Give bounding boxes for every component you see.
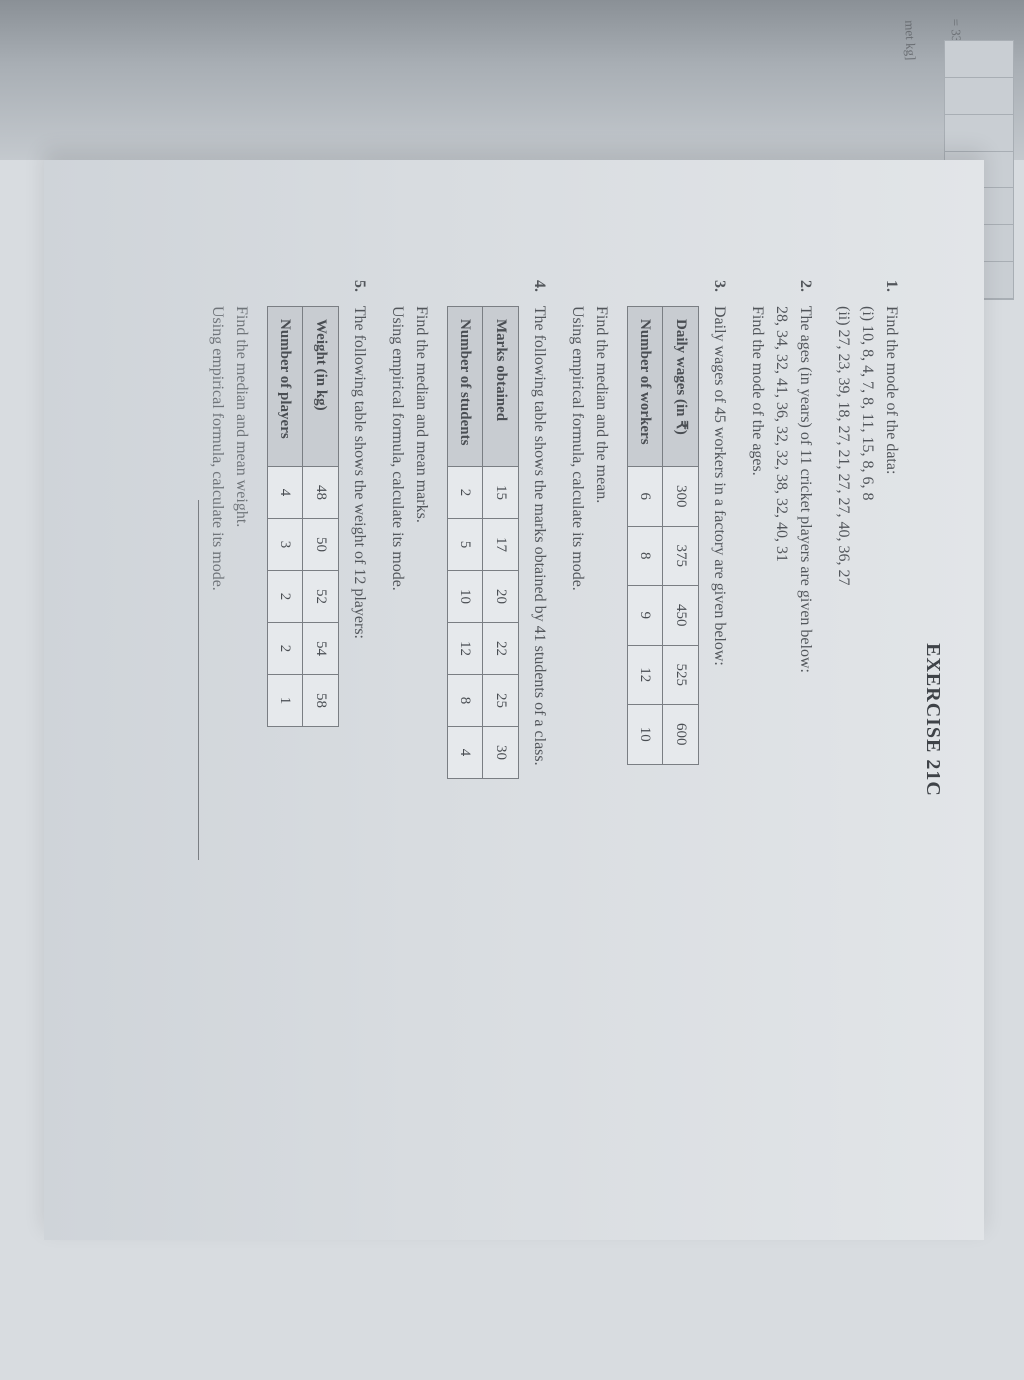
q5-row1-label: Weight (in kg) xyxy=(303,307,339,467)
q4-prompt: The following table shows the marks obta… xyxy=(531,306,548,766)
table-cell: 52 xyxy=(303,571,339,623)
table-cell: 300 xyxy=(663,467,699,527)
table-row: Number of players 4 3 2 2 1 xyxy=(268,307,304,727)
q3-row2-label: Number of workers xyxy=(628,307,664,467)
table-cell: 375 xyxy=(663,526,699,586)
table-cell: 17 xyxy=(483,519,519,571)
table-cell: 1 xyxy=(268,675,304,727)
q1-sub-i: (i) 10, 8, 4, 7, 8, 11, 15, 8, 6, 8 xyxy=(855,306,879,1160)
q4-row1-label: Marks obtained xyxy=(483,307,519,467)
table-row: Marks obtained 15 17 20 22 25 30 xyxy=(483,307,519,779)
table-cell: 8 xyxy=(628,526,664,586)
table-row: Number of workers 6 8 9 12 10 xyxy=(628,307,664,765)
table-cell: 58 xyxy=(303,675,339,727)
q4-number: 4. xyxy=(527,280,551,302)
question-2: 2. The ages (in years) of 11 cricket pla… xyxy=(745,280,817,1160)
table-cell: 4 xyxy=(448,727,484,779)
table-cell: 8 xyxy=(448,675,484,727)
q5-number: 5. xyxy=(347,280,371,302)
margin-note-2: met kg] xyxy=(901,20,918,61)
q5-row2-label: Number of players xyxy=(268,307,304,467)
table-cell: 50 xyxy=(303,519,339,571)
table-row: Daily wages (in ₹) 300 375 450 525 600 xyxy=(663,307,699,765)
table-cell: 48 xyxy=(303,467,339,519)
q4-instr-2: Using empirical formula, calculate its m… xyxy=(385,306,409,1160)
table-cell: 4 xyxy=(268,467,304,519)
page-wrap: = 332 met kg] EXERCISE 21C 1. Find the m… xyxy=(0,0,1024,1380)
q4-instr-1: Find the median and mean marks. xyxy=(409,306,433,1160)
table-cell: 20 xyxy=(483,571,519,623)
table-cell: 2 xyxy=(268,571,304,623)
table-cell: 25 xyxy=(483,675,519,727)
q2-data-line: 28, 34, 32, 41, 36, 32, 32, 38, 32, 40, … xyxy=(769,306,793,1160)
table-cell: 450 xyxy=(663,586,699,646)
q2-instruction: Find the mode of the ages. xyxy=(745,306,769,1160)
table-row: Weight (in kg) 48 50 52 54 58 xyxy=(303,307,339,727)
q1-number: 1. xyxy=(879,280,903,302)
table-cell: 10 xyxy=(628,705,664,765)
q2-number: 2. xyxy=(793,280,817,302)
table-cell: 12 xyxy=(448,623,484,675)
q5-table: Weight (in kg) 48 50 52 54 58 Number of … xyxy=(267,306,339,727)
table-cell: 600 xyxy=(663,705,699,765)
exercise-title: EXERCISE 21C xyxy=(921,280,944,1160)
table-cell: 9 xyxy=(628,586,664,646)
table-cell: 15 xyxy=(483,467,519,519)
q3-instr-1: Find the median and the mean. xyxy=(589,306,613,1160)
table-cell: 54 xyxy=(303,623,339,675)
table-cell: 2 xyxy=(268,623,304,675)
table-cell: 10 xyxy=(448,571,484,623)
table-cell: 30 xyxy=(483,727,519,779)
q3-instr-2: Using empirical formula, calculate its m… xyxy=(565,306,589,1160)
table-cell: 3 xyxy=(268,519,304,571)
book-spine-shadow: = 332 met kg] xyxy=(0,0,1024,160)
question-4: 4. The following table shows the marks o… xyxy=(385,280,551,1160)
question-1: 1. Find the mode of the data: (i) 10, 8,… xyxy=(831,280,903,1160)
q5-instr-1: Find the median and mean weight. xyxy=(229,306,253,1160)
q3-number: 3. xyxy=(707,280,731,302)
q2-prompt: The ages (in years) of 11 cricket player… xyxy=(797,306,814,673)
table-cell: 12 xyxy=(628,645,664,705)
table-cell: 2 xyxy=(448,467,484,519)
q5-prompt: The following table shows the weight of … xyxy=(351,306,368,639)
table-cell: 22 xyxy=(483,623,519,675)
table-cell: 5 xyxy=(448,519,484,571)
question-3: 3. Daily wages of 45 workers in a factor… xyxy=(565,280,731,1160)
table-row: Number of students 2 5 10 12 8 4 xyxy=(448,307,484,779)
section-divider xyxy=(198,500,199,860)
table-cell: 525 xyxy=(663,645,699,705)
q3-table: Daily wages (in ₹) 300 375 450 525 600 N… xyxy=(627,306,699,765)
q3-prompt: Daily wages of 45 workers in a factory a… xyxy=(711,306,728,666)
question-5: 5. The following table shows the weight … xyxy=(198,280,371,1160)
q3-row1-label: Daily wages (in ₹) xyxy=(663,307,699,467)
q4-table: Marks obtained 15 17 20 22 25 30 Number … xyxy=(447,306,519,779)
textbook-page: EXERCISE 21C 1. Find the mode of the dat… xyxy=(44,160,984,1240)
q4-row2-label: Number of students xyxy=(448,307,484,467)
page-content: EXERCISE 21C 1. Find the mode of the dat… xyxy=(198,280,944,1160)
q1-prompt: Find the mode of the data: xyxy=(883,306,900,474)
q1-sub-ii: (ii) 27, 23, 39, 18, 27, 21, 27, 27, 40,… xyxy=(831,306,855,1160)
q5-instr-2: Using empirical formula, calculate its m… xyxy=(205,306,229,1160)
table-cell: 6 xyxy=(628,467,664,527)
